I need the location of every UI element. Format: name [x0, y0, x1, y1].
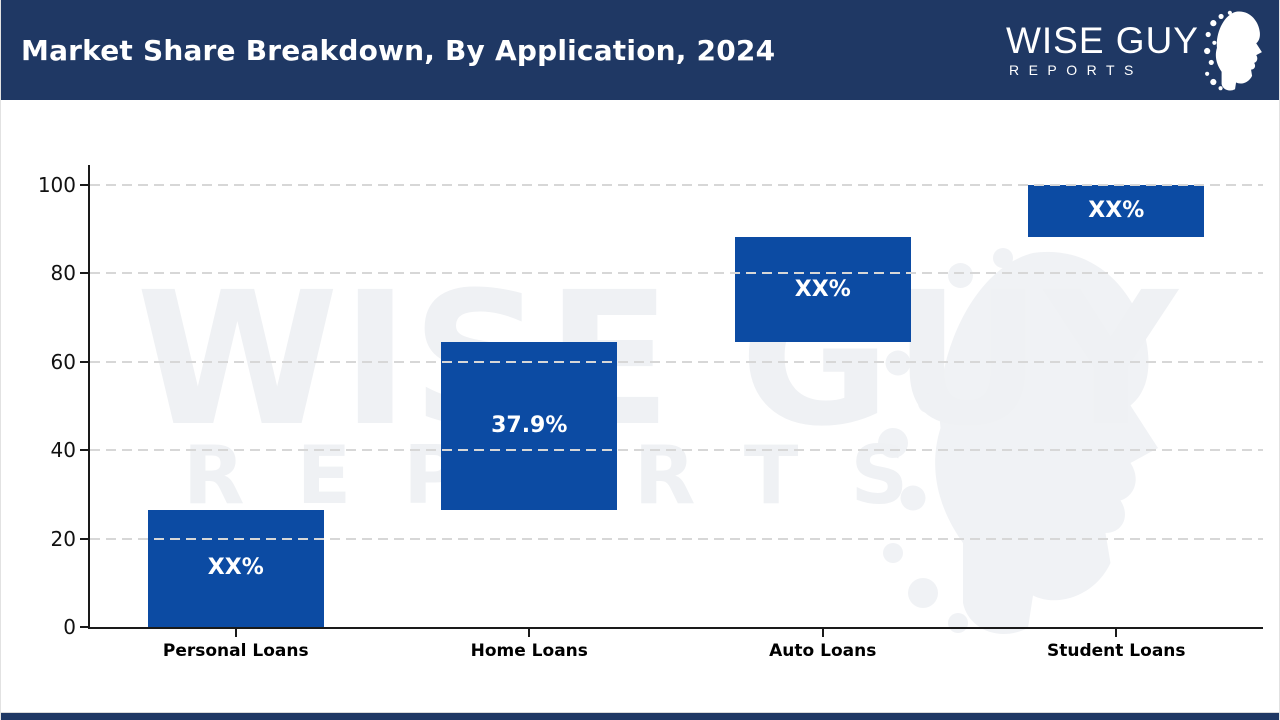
y-tick-mark — [80, 184, 88, 186]
x-category-label: Auto Loans — [769, 641, 877, 661]
y-tick-mark — [80, 272, 88, 275]
gridline — [90, 537, 1263, 540]
page-title: Market Share Breakdown, By Application, … — [21, 33, 776, 67]
y-tick-mark — [80, 626, 88, 628]
y-tick-label: 80 — [50, 261, 76, 286]
gridline — [90, 449, 1263, 452]
y-tick-label: 40 — [50, 438, 76, 463]
x-category-label: Student Loans — [1046, 641, 1186, 661]
x-tick-mark — [234, 629, 237, 637]
gridline — [90, 272, 1263, 275]
x-category-label: Home Loans — [470, 641, 588, 661]
header-bar: Market Share Breakdown, By Application, … — [1, 0, 1279, 100]
y-axis-spine — [88, 165, 90, 629]
y-tick-mark — [80, 449, 88, 452]
bar-value-label: XX% — [1088, 197, 1145, 223]
bar — [441, 342, 618, 510]
gridline — [90, 184, 1263, 186]
bar — [1028, 185, 1205, 237]
bar — [147, 509, 324, 627]
bar-value-label: 37.9% — [491, 413, 568, 439]
gridline — [90, 360, 1263, 363]
brand-text: WISE GUY REPORTS — [1005, 19, 1199, 79]
y-tick-mark — [80, 360, 88, 363]
bar-value-label: XX% — [207, 555, 264, 581]
y-tick-label: 60 — [50, 349, 76, 374]
brand-name: WISE GUY — [1005, 19, 1199, 61]
y-tick-label: 20 — [50, 526, 76, 551]
footer-bar — [1, 712, 1279, 720]
x-tick-mark — [528, 629, 531, 637]
x-category-label: Personal Loans — [162, 641, 309, 661]
y-tick-label: 100 — [37, 173, 76, 197]
x-tick-mark — [1115, 629, 1118, 637]
y-tick-mark — [80, 537, 88, 540]
x-axis-spine — [88, 627, 1263, 629]
y-tick-label: 0 — [63, 615, 76, 639]
x-tick-mark — [821, 629, 824, 637]
brand-subname: REPORTS — [1008, 62, 1143, 79]
brand-logo: WISE GUY REPORTS — [1006, 8, 1265, 92]
bar-value-label: XX% — [794, 276, 851, 302]
